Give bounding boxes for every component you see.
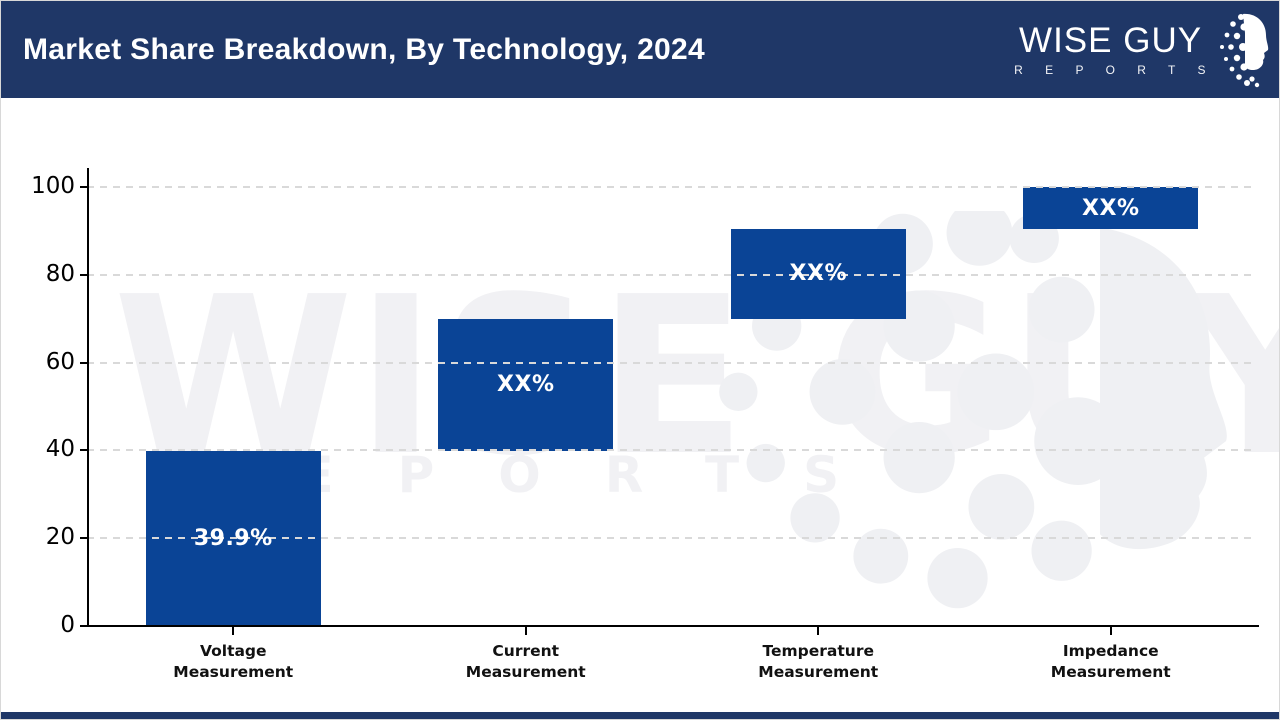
gridline-60 — [87, 361, 1257, 364]
y-tick-label: 80 — [45, 260, 75, 287]
x-tick-mark — [1109, 627, 1112, 635]
y-tick-label: 20 — [45, 524, 75, 551]
y-tick-mark — [80, 625, 87, 627]
y-axis-line — [87, 168, 89, 627]
category-label-line2: Measurement — [1050, 663, 1171, 681]
header-bar: Market Share Breakdown, By Technology, 2… — [1, 1, 1279, 98]
category-label-line2: Measurement — [465, 663, 586, 681]
category-label-line2: Measurement — [173, 663, 294, 681]
category-label: Temperature Measurement — [698, 641, 938, 683]
bar-value-label: XX% — [1082, 195, 1140, 221]
category-label: Current Measurement — [406, 641, 646, 683]
category-label: Impedance Measurement — [991, 641, 1231, 683]
y-tick-label: 40 — [45, 436, 75, 463]
y-tick-mark — [80, 449, 87, 452]
gridline-40 — [87, 449, 1257, 452]
bar-4 — [1023, 187, 1199, 230]
gridline-80 — [87, 273, 1257, 276]
chart-title: Market Share Breakdown, By Technology, 2… — [23, 32, 706, 66]
y-tick-mark — [80, 361, 87, 364]
logo-text: WISE GUY R E P O R T S — [1006, 21, 1215, 78]
category-label: Voltage Measurement — [113, 641, 353, 683]
bar-2 — [438, 318, 614, 451]
category-label-line1: Temperature — [762, 642, 875, 660]
x-tick-mark — [232, 627, 235, 635]
bar-value-label: 39.9% — [193, 525, 273, 551]
category-label-line1: Current — [492, 642, 560, 660]
y-tick-label: 0 — [60, 612, 75, 638]
x-tick-mark — [817, 627, 820, 635]
y-tick-mark — [80, 273, 87, 276]
bar-value-label: XX% — [789, 261, 847, 287]
footer-bar — [1, 712, 1279, 719]
logo-wordmark: WISE GUY — [1019, 21, 1203, 60]
y-tick-mark — [80, 537, 87, 540]
y-tick-label: 100 — [31, 173, 75, 199]
category-label-line1: Impedance — [1062, 642, 1159, 660]
wise-guy-logo: WISE GUY R E P O R T S — [1006, 5, 1269, 94]
gridline-20 — [87, 537, 1257, 540]
gridline-100 — [87, 186, 1257, 188]
category-label-line2: Measurement — [758, 663, 879, 681]
y-tick-label: 60 — [45, 348, 75, 375]
category-label-line1: Voltage — [199, 642, 267, 660]
wise-guy-logo-face-icon — [1220, 13, 1269, 87]
bar-value-label: XX% — [497, 372, 555, 398]
logo-subtitle: R E P O R T S — [1014, 63, 1215, 77]
x-tick-mark — [524, 627, 527, 635]
y-tick-mark — [80, 186, 87, 188]
x-axis-line — [87, 625, 1259, 627]
